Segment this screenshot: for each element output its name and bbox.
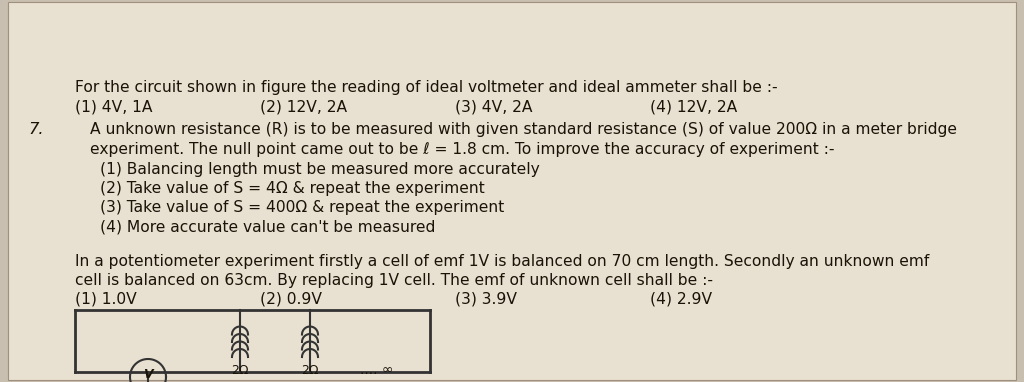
Text: (3) Take value of S = 400Ω & repeat the experiment: (3) Take value of S = 400Ω & repeat the … [100,200,504,215]
Text: For the circuit shown in figure the reading of ideal voltmeter and ideal ammeter: For the circuit shown in figure the read… [75,80,777,95]
Text: 7.: 7. [28,122,44,137]
Text: (2) 0.9V: (2) 0.9V [260,292,322,307]
Text: (4) More accurate value can't be measured: (4) More accurate value can't be measure… [100,219,435,234]
Text: cell is balanced on 63cm. By replacing 1V cell. The emf of unknown cell shall be: cell is balanced on 63cm. By replacing 1… [75,273,713,288]
Text: (2) Take value of S = 4Ω & repeat the experiment: (2) Take value of S = 4Ω & repeat the ex… [100,181,484,196]
Text: (3) 4V, 2A: (3) 4V, 2A [455,100,532,115]
Text: (1) 4V, 1A: (1) 4V, 1A [75,100,153,115]
Text: (4) 2.9V: (4) 2.9V [650,292,712,307]
Text: In a potentiometer experiment firstly a cell of emf 1V is balanced on 70 cm leng: In a potentiometer experiment firstly a … [75,254,930,269]
Text: V: V [143,369,153,382]
FancyBboxPatch shape [8,2,1016,380]
Text: A unknown resistance (R) is to be measured with given standard resistance (S) of: A unknown resistance (R) is to be measur… [90,122,957,137]
Text: (4) 12V, 2A: (4) 12V, 2A [650,100,737,115]
Text: 2Ω: 2Ω [301,364,318,377]
Text: experiment. The null point came out to be ℓ = 1.8 cm. To improve the accuracy of: experiment. The null point came out to b… [90,142,835,157]
Text: 2Ω: 2Ω [231,364,249,377]
Text: (1) Balancing length must be measured more accurately: (1) Balancing length must be measured mo… [100,162,540,177]
Text: (3) 3.9V: (3) 3.9V [455,292,517,307]
Text: (2) 12V, 2A: (2) 12V, 2A [260,100,347,115]
Text: .... ∞: .... ∞ [360,363,393,377]
Text: (1) 1.0V: (1) 1.0V [75,292,137,307]
